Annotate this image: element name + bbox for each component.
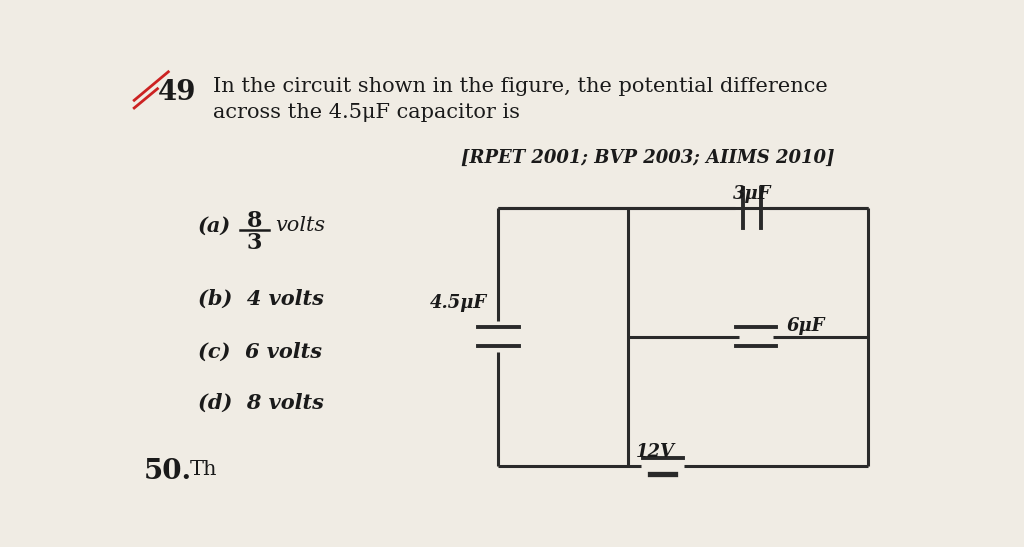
Text: 50.: 50. xyxy=(143,458,191,485)
Text: 6μF: 6μF xyxy=(786,317,825,335)
Text: (a): (a) xyxy=(198,216,231,236)
Text: 3: 3 xyxy=(247,232,262,254)
Text: (d)  8 volts: (d) 8 volts xyxy=(198,393,324,413)
Text: volts: volts xyxy=(275,216,326,235)
Text: (b)  4 volts: (b) 4 volts xyxy=(198,289,324,309)
Text: In the circuit shown in the figure, the potential difference: In the circuit shown in the figure, the … xyxy=(213,77,828,96)
Text: 49: 49 xyxy=(158,79,196,107)
Text: 8: 8 xyxy=(247,211,262,232)
Text: 4.5μF: 4.5μF xyxy=(430,294,486,312)
Text: [RPET 2001; BVP 2003; AIIMS 2010]: [RPET 2001; BVP 2003; AIIMS 2010] xyxy=(461,149,835,167)
Text: 3μF: 3μF xyxy=(733,185,771,203)
Text: (c)  6 volts: (c) 6 volts xyxy=(198,341,322,362)
Text: across the 4.5μF capacitor is: across the 4.5μF capacitor is xyxy=(213,103,520,121)
Text: Th: Th xyxy=(190,460,217,479)
Text: 12V: 12V xyxy=(636,443,675,461)
